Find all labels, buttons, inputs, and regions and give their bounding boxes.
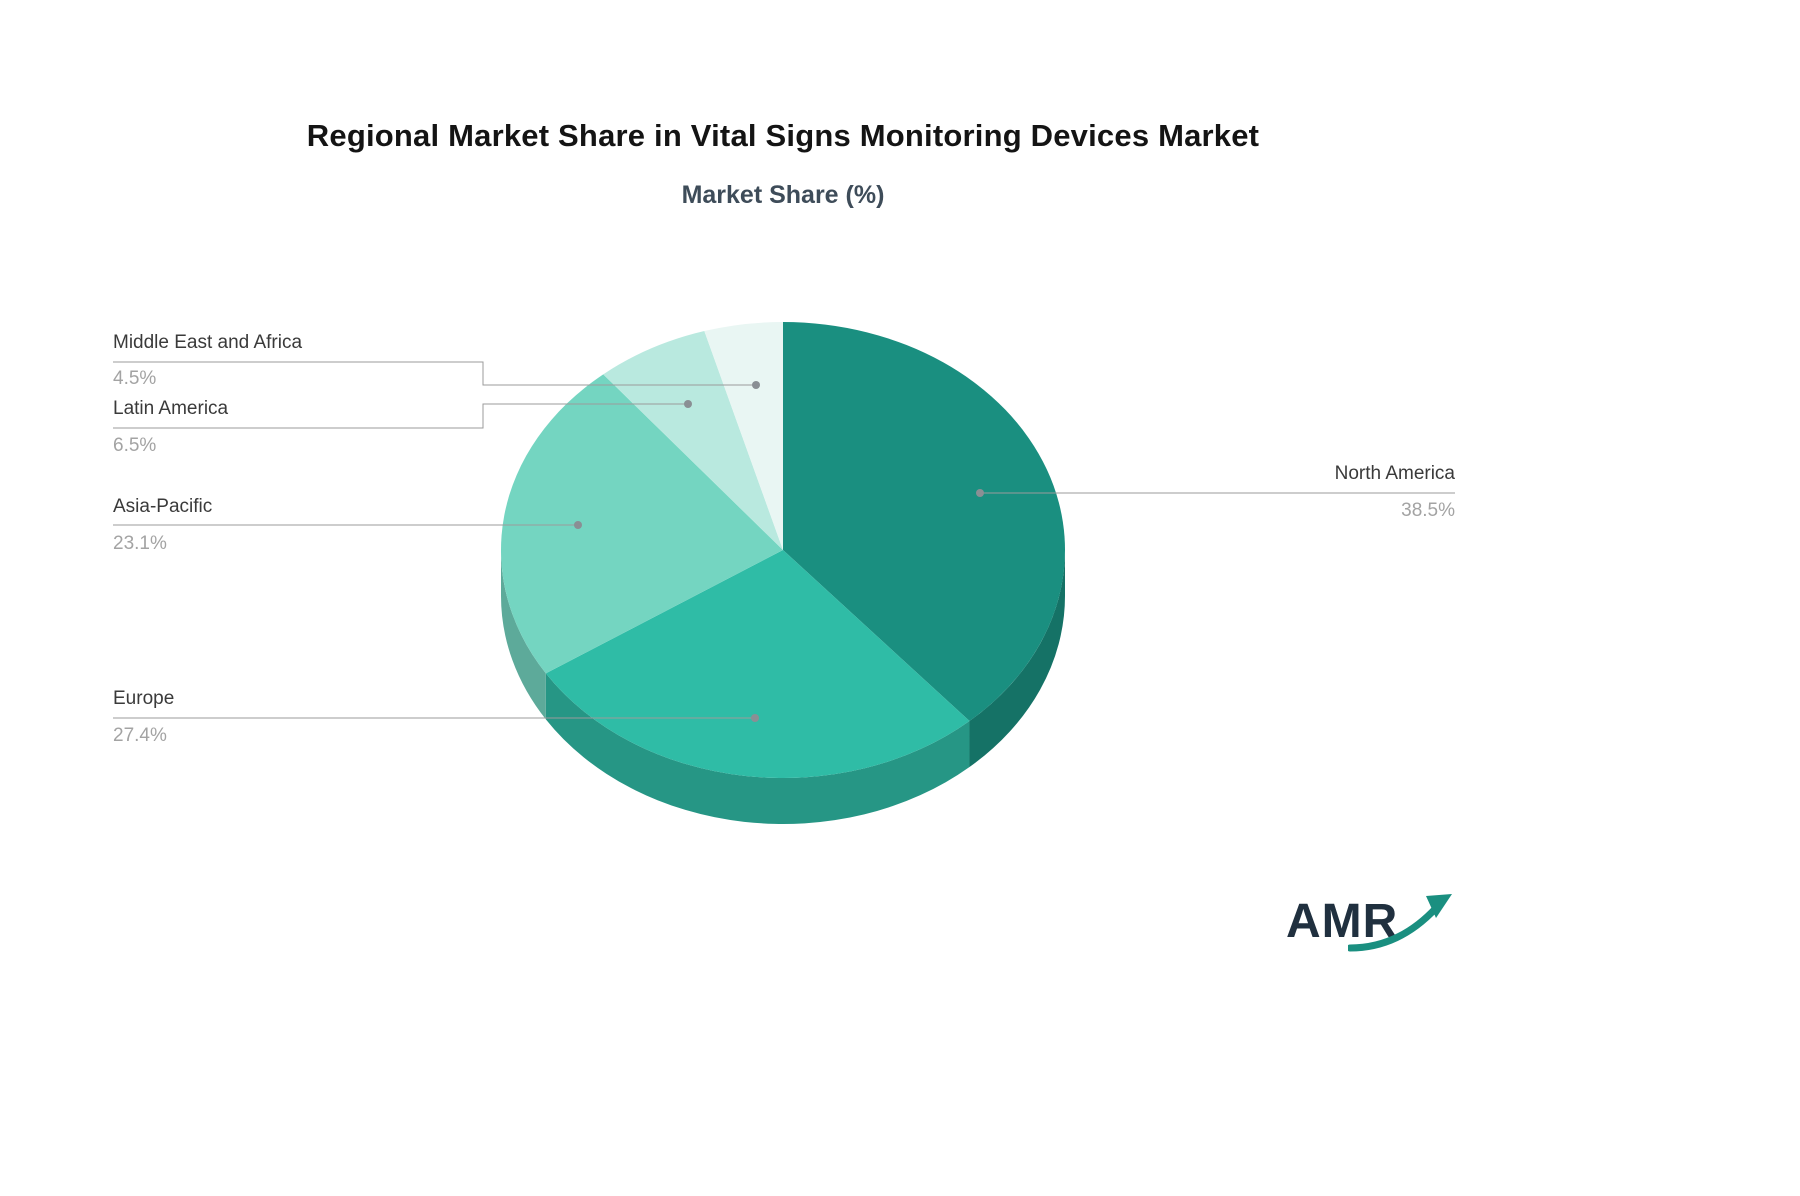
leader-dot-north-america	[976, 489, 984, 497]
pie-slice-north-america	[783, 322, 1066, 722]
pie-label-value-europe: 27.4%	[113, 725, 167, 746]
pie-slice-side-asia-pacific	[501, 550, 546, 720]
pie-label-name-asia-pacific: Asia-Pacific	[113, 496, 213, 517]
chart-subtitle: Market Share (%)	[681, 181, 885, 209]
leader-dot-middle-east-and-africa	[752, 381, 760, 389]
leader-dot-asia-pacific	[574, 521, 582, 529]
leader-line-middle-east-and-africa	[113, 361, 756, 386]
pie-label-name-north-america: North America	[1334, 463, 1455, 484]
pie-slice-side-europe	[545, 673, 970, 825]
brand-logo: AMR	[1286, 894, 1456, 964]
logo-text: AMR	[1286, 895, 1399, 948]
pie-label-value-latin-america: 6.5%	[113, 435, 157, 456]
leader-dot-latin-america	[684, 400, 692, 408]
chart-title: Regional Market Share in Vital Signs Mon…	[306, 118, 1260, 153]
pie-label-value-middle-east-and-africa: 4.5%	[113, 368, 157, 389]
pie-label-value-asia-pacific: 23.1%	[113, 533, 167, 554]
pie-slice-side-north-america	[969, 550, 1065, 768]
leader-dot-europe	[751, 714, 759, 722]
pie-slice-middle-east-and-africa	[704, 322, 783, 550]
leader-line-latin-america	[113, 403, 688, 429]
pie-label-name-latin-america: Latin America	[113, 398, 229, 419]
pie-slice-asia-pacific	[500, 374, 783, 674]
pie-label-value-north-america: 38.5%	[1401, 500, 1455, 521]
pie-slice-latin-america	[603, 331, 783, 550]
chart-header: Regional Market Share in Vital Signs Mon…	[0, 0, 1566, 210]
pie-label-name-europe: Europe	[113, 688, 175, 709]
pie-slice-europe	[545, 550, 970, 779]
pie-label-name-middle-east-and-africa: Middle East and Africa	[113, 332, 303, 353]
